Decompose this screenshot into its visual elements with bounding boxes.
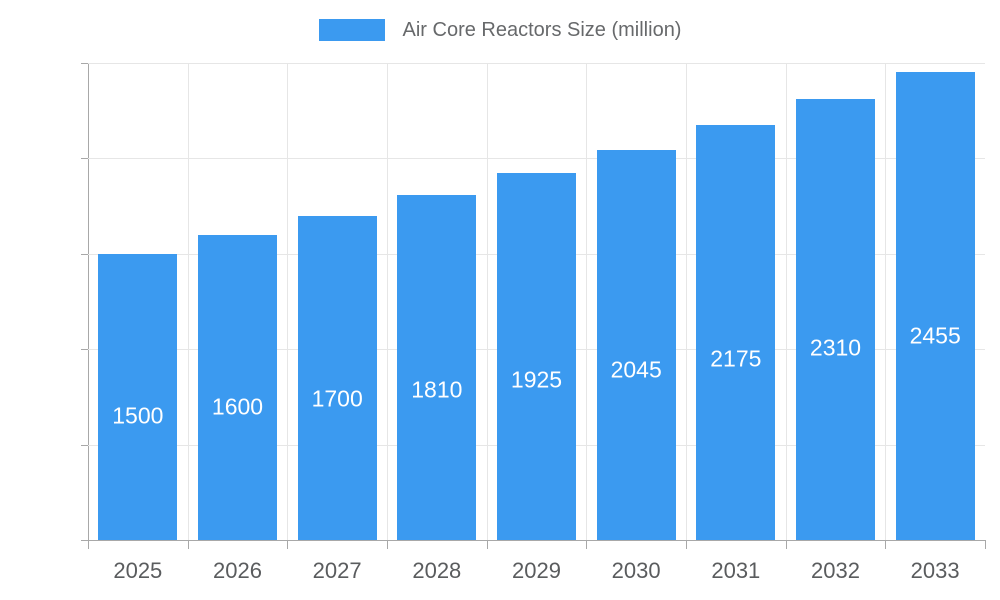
y-axis-tick-mark (81, 444, 88, 446)
bar-2031[interactable] (696, 125, 776, 540)
x-axis-tick-mark (985, 541, 986, 549)
gridline-vertical (287, 63, 289, 540)
bar-2030[interactable] (596, 149, 676, 540)
bar-2027[interactable] (297, 215, 377, 540)
x-axis-tick-mark (387, 541, 388, 549)
x-axis-tick-label-2026: 2026 (213, 558, 262, 583)
x-axis-tick-label-2030: 2030 (611, 558, 661, 583)
bar-2025[interactable] (98, 253, 178, 540)
bar-2032[interactable] (795, 99, 876, 540)
y-axis-tick-mark (81, 349, 88, 351)
x-axis-tick-mark (486, 541, 488, 549)
gridline-vertical (387, 63, 388, 540)
x-axis-tick-label-2025: 2025 (113, 558, 163, 583)
y-axis-tick-mark (81, 540, 88, 541)
legend-swatch-series-1[interactable] (318, 19, 385, 41)
x-axis-tick-label-2032: 2032 (811, 558, 860, 583)
x-axis-tick-label-2029: 2029 (512, 558, 561, 583)
gridline-horizontal (88, 63, 985, 64)
y-axis-tick-mark (81, 63, 88, 64)
x-axis-tick-label-2027: 2027 (312, 558, 362, 583)
x-axis-tick-mark (885, 541, 887, 549)
gridline-vertical (486, 63, 488, 540)
gridline-vertical (187, 63, 189, 540)
y-axis-tick-mark (81, 158, 88, 160)
gridline-vertical (785, 63, 787, 540)
legend-label-series-1[interactable]: Air Core Reactors Size (million) (402, 19, 682, 41)
bar-2026[interactable] (197, 234, 278, 540)
y-axis-tick-mark (81, 253, 88, 255)
y-axis-line (88, 63, 89, 541)
x-axis-tick-mark (686, 541, 687, 549)
gridline-vertical (586, 63, 588, 540)
plot-area: 1500 1600 1700 1810 1925 2045 2175 2310 2455 (88, 63, 985, 540)
x-axis-tick-mark (785, 541, 787, 549)
x-axis-line (88, 540, 986, 541)
x-axis-tick-mark (586, 541, 588, 549)
x-axis-tick-label-2033: 2033 (910, 558, 960, 583)
gridline-vertical (686, 63, 687, 540)
gridline-horizontal (88, 158, 985, 160)
x-axis-tick-mark (88, 541, 89, 549)
bar-2029[interactable] (496, 172, 577, 540)
x-axis-tick-mark (287, 541, 289, 549)
x-axis-tick-label-2028: 2028 (412, 558, 462, 583)
x-axis-tick-label-2031: 2031 (711, 558, 761, 583)
chart-legend: Air Core Reactors Size (million) (0, 12, 1000, 48)
bar-2028[interactable] (397, 194, 477, 540)
bar-2033[interactable] (895, 71, 975, 540)
gridline-vertical (885, 63, 887, 540)
x-axis-tick-mark (187, 541, 189, 549)
